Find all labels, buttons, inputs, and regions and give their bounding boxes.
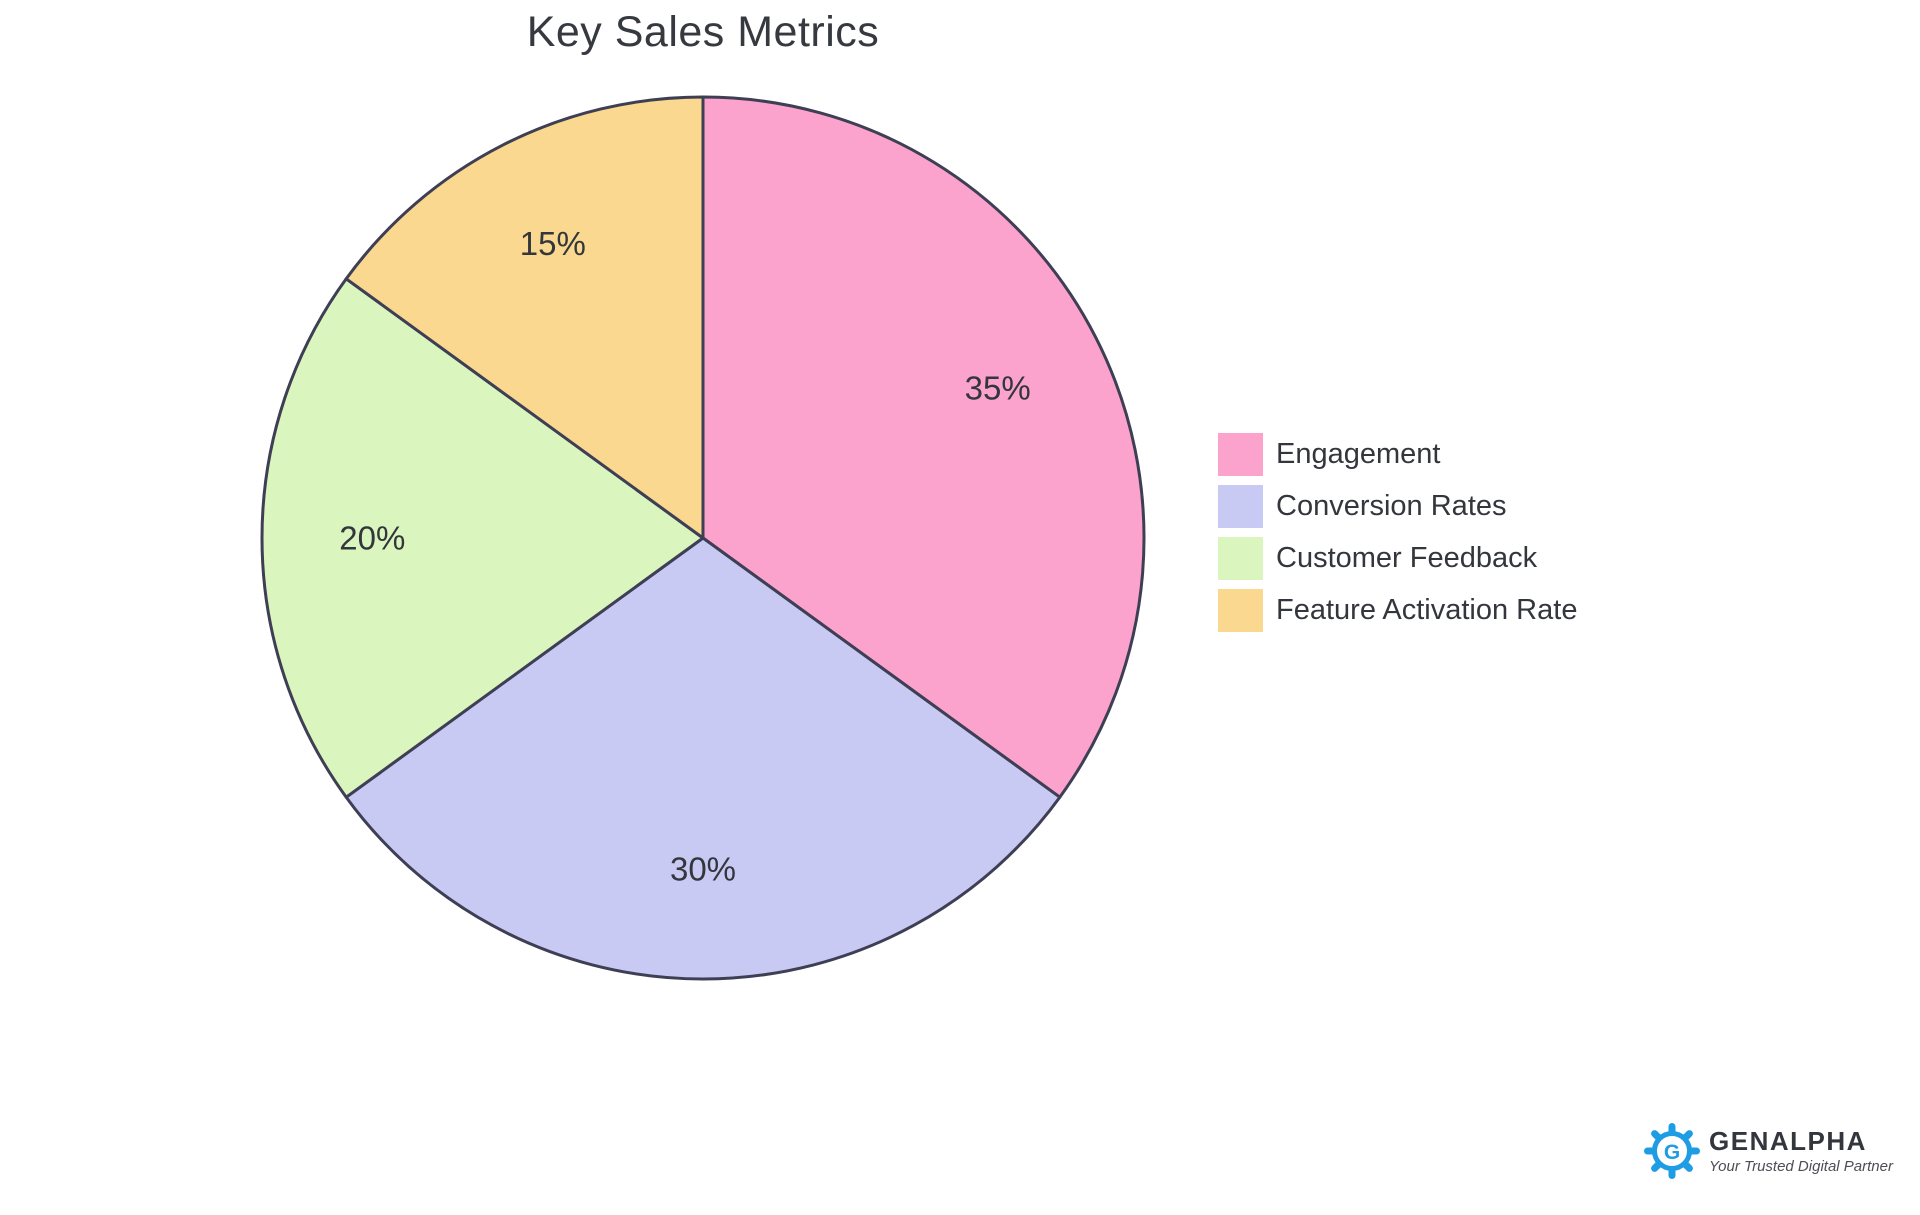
legend-item-feature-activation-rate: Feature Activation Rate	[1218, 589, 1577, 632]
brand-tagline: Your Trusted Digital Partner	[1709, 1157, 1893, 1175]
slice-percent-label-feature-activation-rate: 15%	[520, 225, 586, 262]
legend-label: Conversion Rates	[1276, 490, 1507, 522]
legend: Engagement Conversion Rates Customer Feedb…	[1218, 433, 1577, 641]
pie-slice-feature-activation-rate	[344, 95, 705, 540]
legend-label: Customer Feedback	[1276, 542, 1538, 574]
logo-letter: G	[1664, 1141, 1680, 1164]
legend-swatch-conversion-rates	[1218, 485, 1263, 528]
pie-slice-engagement	[701, 95, 1146, 799]
legend-swatch-customer-feedback	[1218, 537, 1263, 580]
slice-percent-label-engagement: 35%	[965, 369, 1031, 406]
brand-watermark: G GENALPHA Your Trusted Digital Partner	[1643, 1122, 1893, 1180]
legend-swatch-engagement	[1218, 433, 1263, 476]
pie-slice-customer-feedback	[260, 277, 705, 799]
genalpha-gear-logo-icon: G	[1644, 1123, 1700, 1179]
legend-item-customer-feedback: Customer Feedback	[1218, 537, 1577, 580]
pie-chart: 35% 30% 20% 15%	[260, 95, 1146, 981]
slice-percent-label-customer-feedback: 20%	[339, 520, 405, 557]
legend-swatch-feature-activation-rate	[1218, 589, 1263, 632]
legend-label: Engagement	[1276, 438, 1441, 470]
legend-item-engagement: Engagement	[1218, 433, 1577, 476]
slice-percent-label-conversion-rates: 30%	[670, 850, 736, 887]
chart-title: Key Sales Metrics	[526, 8, 880, 56]
brand-name: GENALPHA	[1709, 1126, 1867, 1157]
legend-item-conversion-rates: Conversion Rates	[1218, 485, 1577, 528]
pie-slice-conversion-rates	[344, 536, 1062, 981]
legend-label: Feature Activation Rate	[1276, 594, 1578, 626]
